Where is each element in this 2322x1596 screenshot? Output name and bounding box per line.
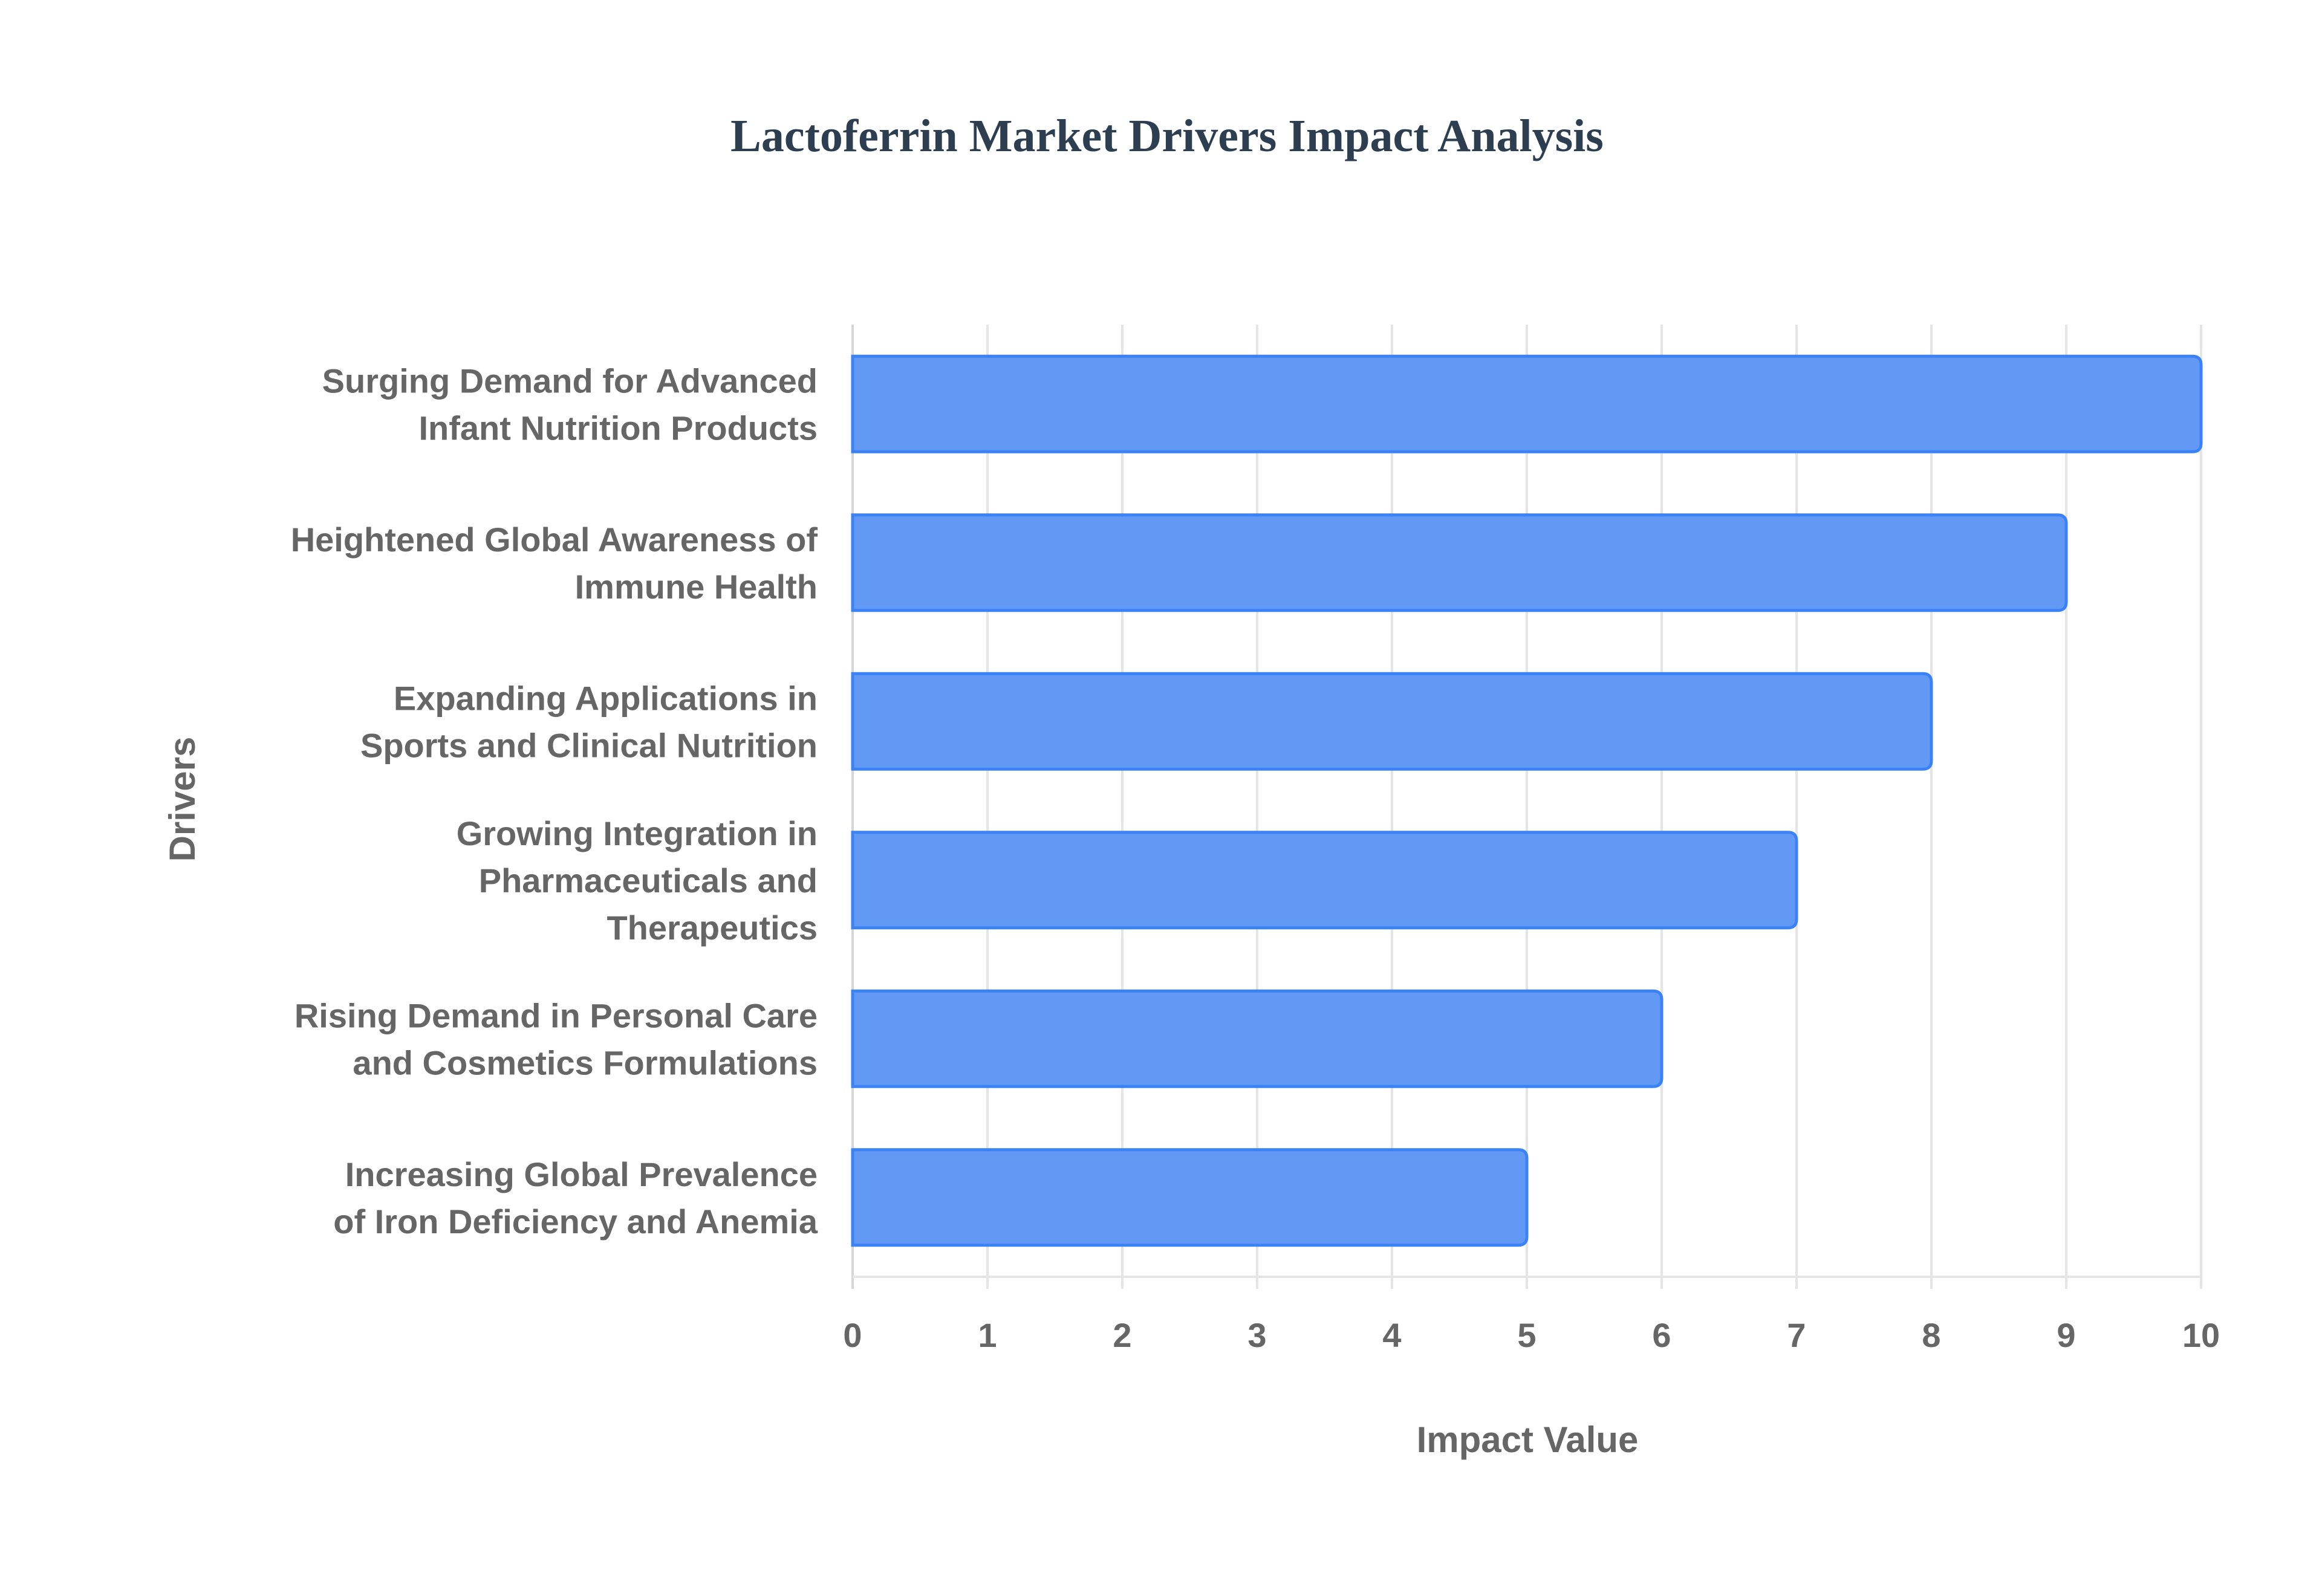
category-label-line: Immune Health — [575, 568, 818, 606]
x-tick-label-3: 3 — [1247, 1316, 1266, 1354]
chart-title: Lactoferrin Market Drivers Impact Analys… — [730, 111, 1604, 161]
x-tick-label-0: 0 — [843, 1316, 862, 1354]
category-label-line: Pharmaceuticals and — [479, 861, 818, 900]
y-category-labels: Surging Demand for Advanced Infant Nutrit… — [291, 362, 818, 1241]
category-label-line: Infant Nutrition Products — [418, 409, 818, 447]
category-label-line: of Iron Deficiency and Anemia — [333, 1202, 818, 1241]
x-tick-label-10: 10 — [2182, 1316, 2220, 1354]
x-tick-label-2: 2 — [1113, 1316, 1131, 1354]
x-tick-label-8: 8 — [1922, 1316, 1940, 1354]
x-axis-title: Impact Value — [1417, 1419, 1639, 1460]
bar-5 — [851, 989, 1663, 1088]
y-category-label-4: Growing Integration in Pharmaceuticals an… — [457, 814, 818, 947]
y-category-label-1: Surging Demand for Advanced Infant Nutrit… — [322, 362, 818, 447]
x-tick-labels: 0 1 2 3 4 5 6 7 8 9 10 — [843, 1316, 2220, 1354]
category-label-line: Increasing Global Prevalence — [345, 1155, 818, 1193]
bar-1 — [851, 354, 2203, 453]
bar-2 — [851, 513, 2068, 612]
x-tick-label-4: 4 — [1382, 1316, 1401, 1354]
gridlines — [851, 325, 2202, 1289]
y-axis-title: Drivers — [162, 737, 203, 862]
category-label-line: Heightened Global Awareness of — [291, 521, 818, 559]
category-label-line: Growing Integration in — [457, 814, 818, 852]
category-label-line: and Cosmetics Formulations — [353, 1043, 818, 1082]
x-tick-label-1: 1 — [978, 1316, 997, 1354]
category-label-line: Surging Demand for Advanced — [322, 362, 818, 400]
x-tick-label-7: 7 — [1787, 1316, 1806, 1354]
y-category-label-2: Heightened Global Awareness of Immune Hea… — [291, 521, 818, 606]
bar-6 — [851, 1148, 1529, 1247]
y-category-label-6: Increasing Global Prevalence of Iron Defi… — [333, 1155, 818, 1241]
y-category-label-3: Expanding Applications in Sports and Clin… — [360, 679, 818, 764]
category-label-line: Rising Demand in Personal Care — [294, 996, 818, 1034]
bar-3 — [851, 672, 1933, 771]
category-label-line: Therapeutics — [607, 909, 818, 947]
category-label-line: Sports and Clinical Nutrition — [360, 726, 818, 764]
category-label-line: Expanding Applications in — [394, 679, 818, 717]
bar-4 — [851, 831, 1798, 930]
bars — [851, 354, 2203, 1247]
x-tick-label-6: 6 — [1652, 1316, 1671, 1354]
x-tick-label-5: 5 — [1517, 1316, 1536, 1354]
x-tick-label-9: 9 — [2057, 1316, 2075, 1354]
y-category-label-5: Rising Demand in Personal Care and Cosmet… — [294, 996, 818, 1082]
